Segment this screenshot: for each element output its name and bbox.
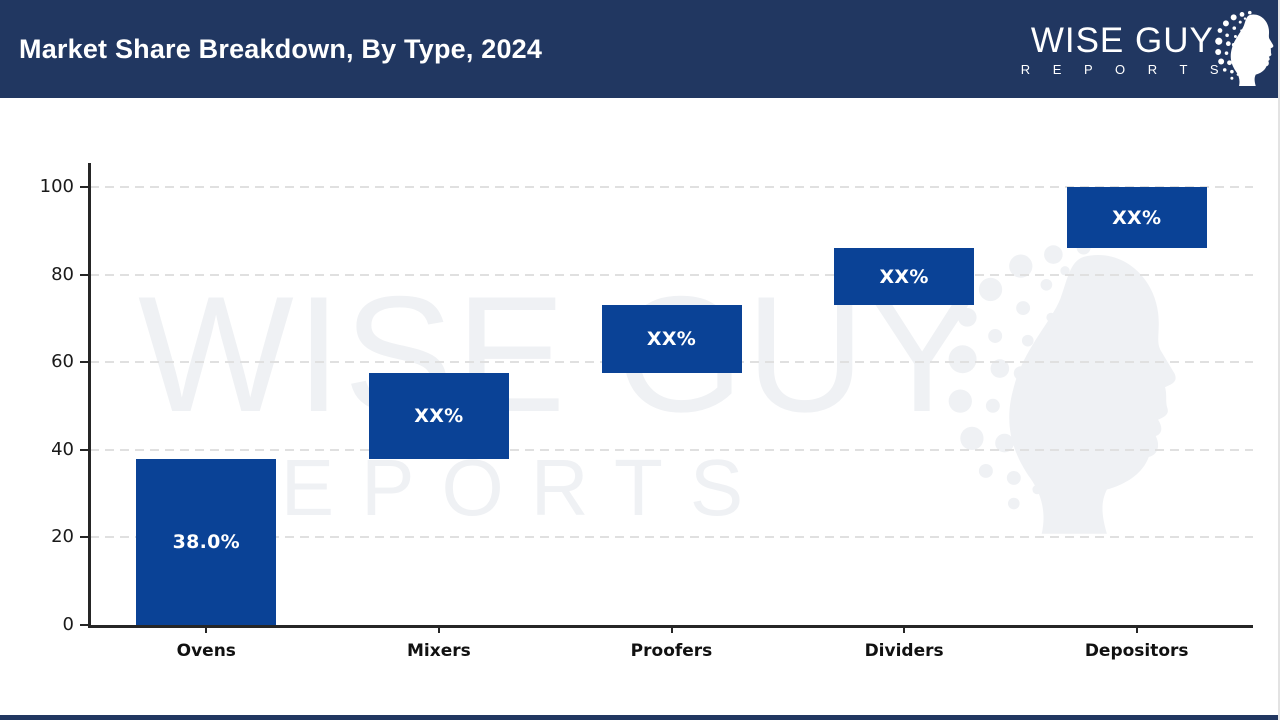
y-axis-tick bbox=[80, 624, 88, 626]
y-axis-tick bbox=[80, 361, 88, 364]
x-axis-tick bbox=[903, 627, 906, 633]
bar-value-label: 38.0% bbox=[172, 530, 240, 553]
gridline-y20 bbox=[90, 536, 1253, 539]
category-label-ovens: Ovens bbox=[176, 641, 236, 661]
y-axis-tick-label: 40 bbox=[51, 438, 74, 460]
footer-accent-strip bbox=[0, 715, 1278, 720]
y-axis-tick bbox=[80, 186, 88, 188]
y-axis-tick-label: 80 bbox=[51, 263, 74, 285]
bar-value-label: XX% bbox=[879, 265, 929, 288]
x-axis-tick bbox=[1135, 627, 1138, 633]
y-axis-tick-label: 60 bbox=[51, 351, 74, 373]
wise-guy-head-icon bbox=[1215, 10, 1274, 86]
page-title: Market Share Breakdown, By Type, 2024 bbox=[19, 33, 543, 64]
y-axis-tick bbox=[80, 273, 88, 276]
category-label-depositors: Depositors bbox=[1084, 641, 1189, 661]
wise-guy-logo-text: WISE GUY R E P O R T S bbox=[1017, 23, 1228, 76]
logo-wordmark: WISE GUY bbox=[1030, 20, 1214, 60]
gridline-y100 bbox=[90, 186, 1253, 188]
y-axis-tick-label: 100 bbox=[39, 176, 74, 197]
bar-mixers: XX% bbox=[368, 373, 509, 459]
bar-proofers: XX% bbox=[601, 305, 742, 374]
wise-guy-logo: WISE GUY R E P O R T S bbox=[1017, 9, 1276, 89]
gridline-y40 bbox=[90, 448, 1253, 451]
bar-value-label: XX% bbox=[1112, 206, 1162, 229]
y-axis-tick bbox=[80, 536, 88, 539]
waterfall-chart: 0 20 40 60 80 100 38.0% Ovens XX% Mixers XX% Proofe… bbox=[0, 98, 1278, 715]
category-label-proofers: Proofers bbox=[630, 641, 713, 661]
y-axis-tick-label: 20 bbox=[51, 526, 74, 548]
bar-value-label: XX% bbox=[414, 404, 464, 427]
y-axis-tick-label: 0 bbox=[62, 614, 74, 635]
logo-subtitle: R E P O R T S bbox=[1020, 61, 1228, 77]
x-axis-line bbox=[88, 625, 1253, 628]
x-axis-tick bbox=[437, 627, 440, 633]
bar-value-label: XX% bbox=[646, 328, 697, 351]
bar-ovens: 38.0% bbox=[136, 458, 277, 625]
gridline-y80 bbox=[90, 273, 1253, 276]
x-axis-tick bbox=[670, 627, 673, 633]
bar-dividers: XX% bbox=[834, 248, 975, 306]
y-axis-tick bbox=[80, 448, 88, 451]
x-axis-tick bbox=[205, 627, 208, 633]
category-label-mixers: Mixers bbox=[407, 641, 471, 661]
category-label-dividers: Dividers bbox=[864, 641, 944, 661]
header-banner: Market Share Breakdown, By Type, 2024 WI… bbox=[0, 0, 1278, 98]
bar-depositors: XX% bbox=[1066, 187, 1207, 249]
y-axis-line bbox=[88, 163, 91, 627]
